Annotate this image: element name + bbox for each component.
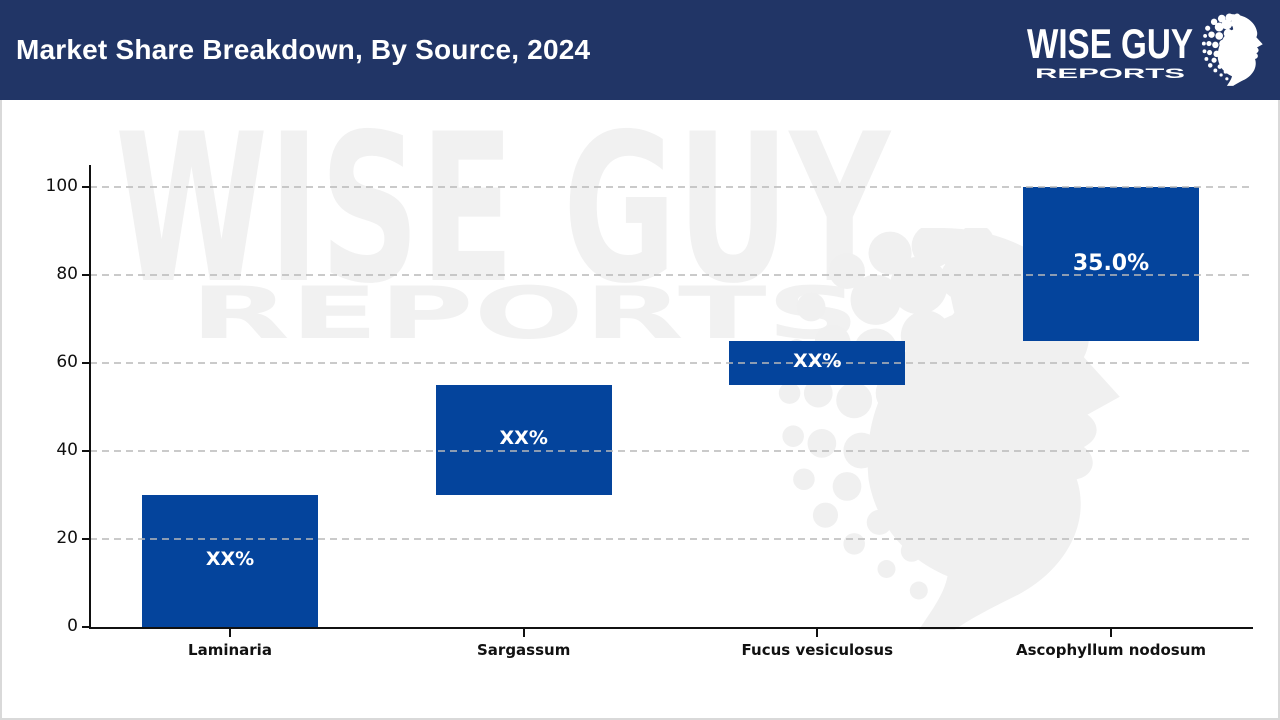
y-tick-label: 60 [56,352,78,372]
x-category-label: Laminaria [188,641,272,659]
x-axis-tick [816,629,819,637]
x-axis-line [89,627,1253,629]
bar-value-label: XX% [499,427,548,449]
svg-text:WISE GUY: WISE GUY [1027,20,1193,67]
bar-segment [1023,187,1199,341]
grid-line [90,362,1253,364]
page-title: Market Share Breakdown, By Source, 2024 [16,34,591,65]
x-axis-tick [522,629,525,637]
x-category-label: Ascophyllum nodosum [1016,641,1207,659]
bar-segment [142,495,318,627]
y-axis-tick [82,362,90,364]
logo-head-icon [1201,13,1263,86]
x-axis-tick [229,629,231,637]
bar-value-label: XX% [793,350,842,372]
y-axis-tick [82,186,90,188]
y-tick-label: 0 [67,616,78,636]
y-tick-label: 100 [45,176,78,196]
y-axis-tick [82,626,90,628]
wise-guy-logo: WISE GUY REPORTS [1025,11,1264,89]
y-tick-label: 40 [56,440,78,460]
y-axis-line [89,165,91,629]
y-axis-tick [82,274,90,276]
x-category-label: Fucus vesiculosus [741,641,894,659]
watermark-wordmark: WISE GUY REPORTS [115,91,892,350]
x-category-label: Sargassum [477,641,571,659]
bar-value-label: 35.0% [1072,251,1150,276]
svg-text:REPORTS: REPORTS [1035,65,1185,81]
logo-wordmark: WISE GUY REPORTS [1027,20,1193,81]
grid-line [90,186,1253,188]
y-axis-tick [82,538,90,540]
x-axis-tick [1110,629,1112,637]
svg-text:WISE GUY: WISE GUY [115,91,892,329]
grid-line [90,450,1253,452]
y-tick-label: 20 [56,528,78,548]
grid-line [90,274,1253,276]
waterfall-chart: WISE GUY REPORTS 0 20 40 60 80 100 XX% Laminari… [0,91,1280,720]
bar-value-label: XX% [205,548,255,570]
svg-text:REPORTS: REPORTS [190,271,860,350]
header-bar: Market Share Breakdown, By Source, 2024 … [0,0,1280,100]
bar-segment [435,385,612,495]
y-axis-tick [82,450,90,452]
y-tick-label: 80 [56,264,78,284]
grid-line [90,538,1253,540]
